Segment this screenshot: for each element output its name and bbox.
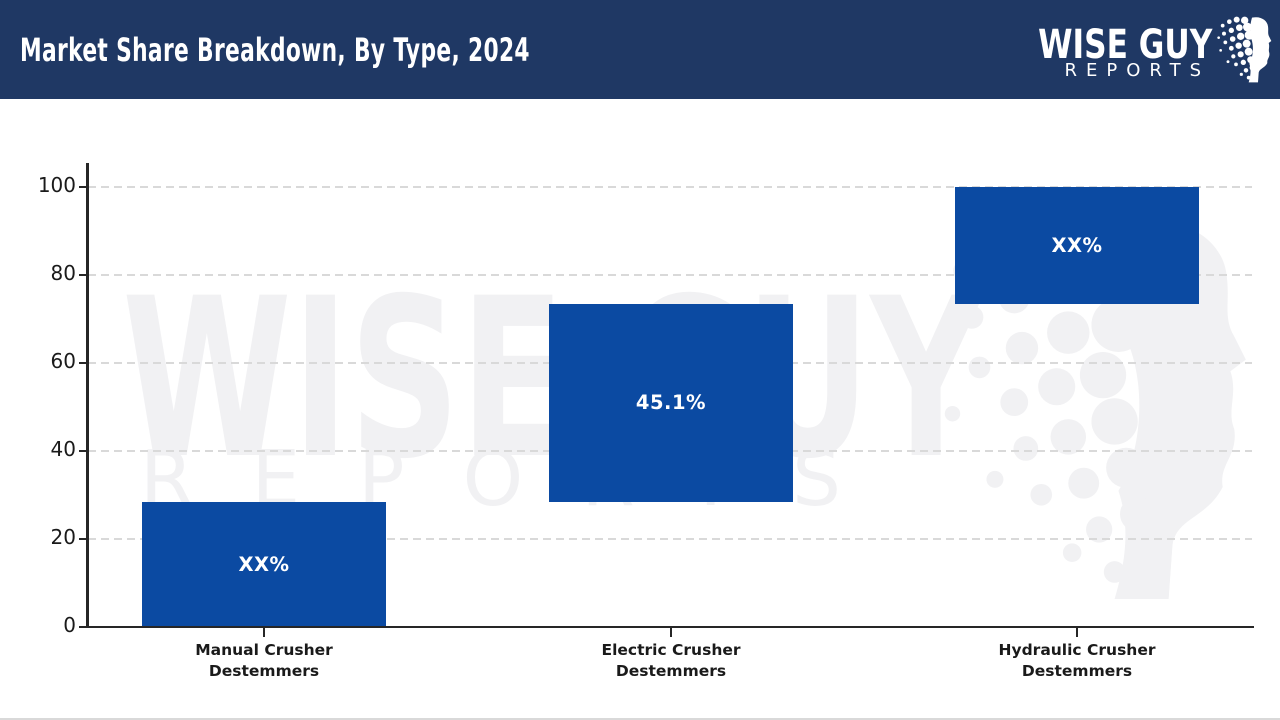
x-axis-tick (263, 628, 265, 637)
y-tick-label: 60 (50, 349, 76, 373)
chart-title: Market Share Breakdown, By Type, 2024 (20, 30, 530, 69)
category-label-line2: Destemmers (208, 662, 320, 680)
y-axis-tick (79, 450, 87, 452)
bar-value-label: 45.1% (635, 391, 707, 415)
y-axis-tick (79, 626, 87, 628)
bar-value-label: XX% (238, 553, 290, 576)
y-tick-label: 80 (50, 261, 76, 285)
category-label-hydraulic: Hydraulic Crusher Destemmers (917, 640, 1237, 682)
y-axis-tick (79, 538, 87, 540)
category-label-electric: Electric Crusher Destemmers (511, 640, 831, 682)
category-label-line2: Destemmers (1021, 662, 1133, 680)
bar-value-label: XX% (1051, 233, 1103, 257)
category-label-manual: Manual Crusher Destemmers (104, 640, 424, 682)
y-axis-tick (79, 186, 87, 188)
header-bar: Market Share Breakdown, By Type, 2024 WI… (0, 0, 1280, 99)
y-tick-label: 40 (50, 437, 76, 461)
category-label-line1: Hydraulic Crusher (998, 641, 1156, 659)
bar-electric: 45.1% (549, 303, 793, 503)
y-tick-label: 20 (50, 525, 76, 549)
category-label-line1: Electric Crusher (601, 641, 741, 659)
category-label-line2: Destemmers (615, 662, 727, 680)
wiseguy-logo: WISE GUY REPORTS (1032, 0, 1272, 99)
logo-reports-text: REPORTS (1064, 60, 1210, 81)
x-axis-line (86, 625, 1254, 628)
y-tick-label: 0 (63, 613, 76, 637)
gridline (88, 186, 1252, 188)
x-axis-tick (670, 628, 672, 637)
logo-brand-text: WISE GUY (1037, 22, 1212, 68)
bar-manual: XX% (142, 502, 386, 627)
y-tick-label: 100 (37, 173, 76, 197)
y-axis-line (86, 163, 89, 628)
gridline (88, 538, 1252, 540)
category-label-line1: Manual Crusher (195, 641, 333, 659)
gridline (88, 274, 1252, 276)
wiseguy-face-logo-icon (1212, 8, 1272, 90)
bar-hydraulic: XX% (955, 187, 1199, 304)
y-axis-tick (79, 274, 87, 276)
y-axis-tick (79, 362, 87, 364)
x-axis-tick (1076, 628, 1078, 637)
